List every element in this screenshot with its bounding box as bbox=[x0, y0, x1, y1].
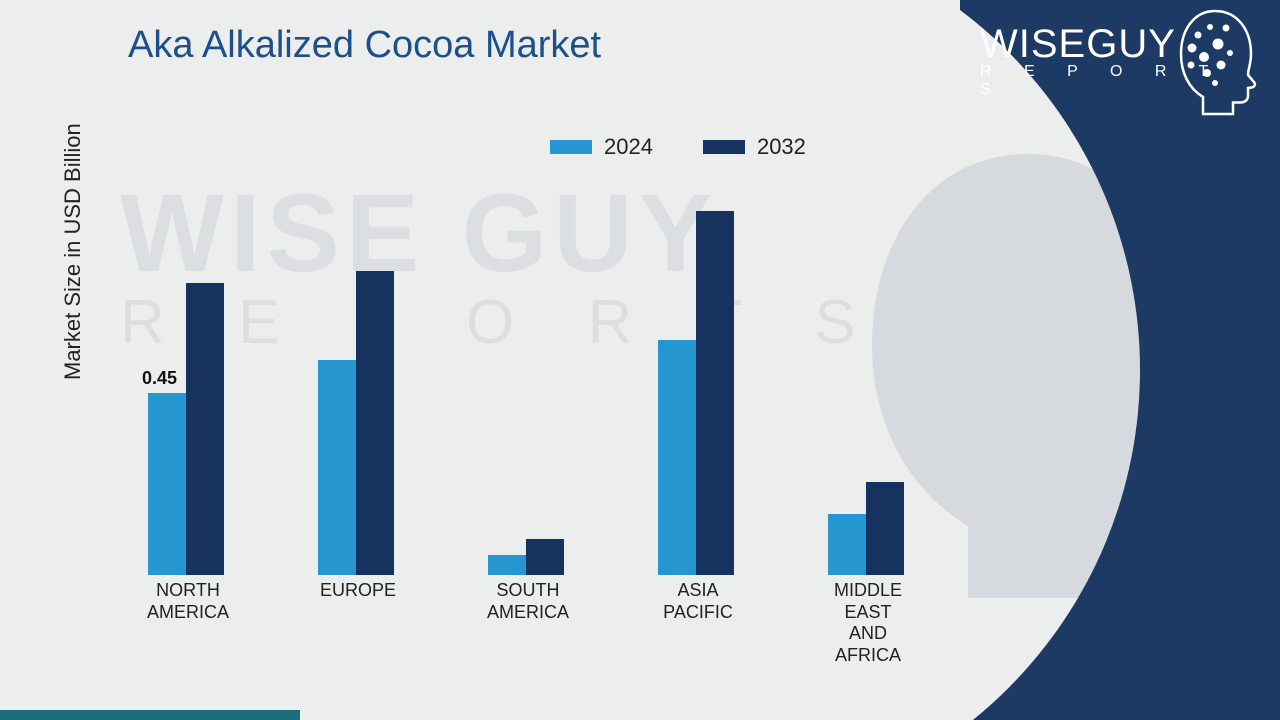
x-axis-label: MIDDLE EAST AND AFRICA bbox=[798, 580, 938, 666]
bar-2024 bbox=[318, 360, 356, 575]
legend: 2024 2032 bbox=[550, 134, 806, 160]
x-axis-label: ASIA PACIFIC bbox=[628, 580, 768, 623]
legend-item-2024: 2024 bbox=[550, 134, 653, 160]
brand-line2: R E P O R T S bbox=[980, 63, 1250, 99]
x-axis-label: SOUTH AMERICA bbox=[458, 580, 598, 623]
legend-item-2032: 2032 bbox=[703, 134, 806, 160]
right-panel bbox=[960, 0, 1280, 720]
bar-2024 bbox=[828, 514, 866, 575]
bar-2032 bbox=[356, 271, 394, 575]
plot-area: 0.45 bbox=[110, 170, 940, 575]
bar-group bbox=[810, 170, 930, 575]
legend-swatch-2024 bbox=[550, 140, 592, 154]
brand-line1: WISEGUY bbox=[980, 22, 1250, 67]
brand-logo: WISEGUY R E P O R T S bbox=[980, 22, 1250, 99]
bar-2032 bbox=[186, 283, 224, 575]
y-axis-label: Market Size in USD Billion bbox=[60, 123, 86, 380]
bar-2024 bbox=[488, 555, 526, 575]
bar-group bbox=[470, 170, 590, 575]
bar-2024 bbox=[658, 340, 696, 575]
bar-value-label: 0.45 bbox=[142, 368, 177, 389]
bar-group bbox=[300, 170, 420, 575]
x-axis-label: EUROPE bbox=[288, 580, 428, 602]
legend-label-2024: 2024 bbox=[604, 134, 653, 160]
bar-group: 0.45 bbox=[130, 170, 250, 575]
bar-2024 bbox=[148, 393, 186, 575]
x-axis-label: NORTH AMERICA bbox=[118, 580, 258, 623]
bottom-accent-wedge bbox=[0, 710, 300, 720]
chart-title: Aka Alkalized Cocoa Market bbox=[128, 24, 601, 67]
bar-2032 bbox=[866, 482, 904, 575]
bar-group bbox=[640, 170, 760, 575]
bar-2032 bbox=[696, 211, 734, 576]
bar-2032 bbox=[526, 539, 564, 575]
brand-guy: GUY bbox=[1086, 22, 1176, 66]
brand-wise: WISE bbox=[980, 22, 1086, 66]
panel-circular-cutout bbox=[960, 0, 1140, 720]
bar-chart: 0.45 NORTH AMERICAEUROPESOUTH AMERICAASI… bbox=[110, 170, 940, 575]
legend-swatch-2032 bbox=[703, 140, 745, 154]
legend-label-2032: 2032 bbox=[757, 134, 806, 160]
stage: WISE GUY R E P O R T S WISEGUY R E P O R… bbox=[0, 0, 1280, 720]
